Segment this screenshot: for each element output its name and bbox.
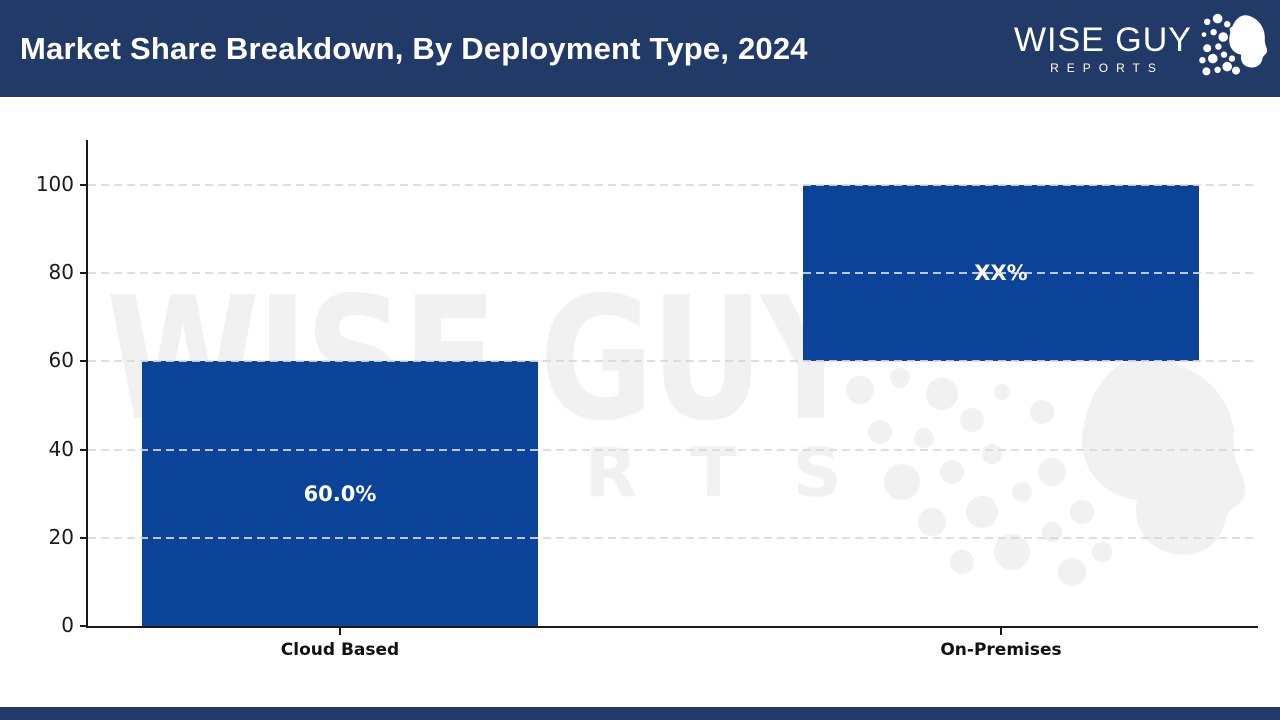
brand-logo: WISE GUY REPORTS xyxy=(1014,0,1268,97)
x-axis-spine xyxy=(86,626,1258,628)
y-tick-mark xyxy=(80,184,88,186)
y-axis-spine xyxy=(86,140,88,628)
x-tick-mark xyxy=(339,628,341,635)
gridline-60 xyxy=(88,360,1258,363)
bar-cloud-based: 60.0% xyxy=(142,361,538,626)
footer-bar xyxy=(0,707,1280,720)
gridline-100 xyxy=(88,184,1258,186)
watermark-face-icon xyxy=(846,357,1246,586)
gridline-40 xyxy=(88,448,1258,451)
y-tick-label: 40 xyxy=(48,436,74,461)
page-title: Market Share Breakdown, By Deployment Ty… xyxy=(20,30,808,66)
logo-wordmark: WISE GUY xyxy=(1013,20,1192,59)
watermark-letters: RTS xyxy=(585,434,898,513)
y-tick-mark xyxy=(80,272,88,275)
gridline-20 xyxy=(88,536,1258,539)
header-bar: Market Share Breakdown, By Deployment Ty… xyxy=(0,0,1280,97)
logo-face-icon xyxy=(1199,13,1268,75)
x-category-label: Cloud Based xyxy=(280,640,400,660)
x-category-label: On-Premises xyxy=(940,640,1062,660)
gridline-80 xyxy=(88,272,1258,275)
bar-value-label: 60.0% xyxy=(303,481,377,506)
y-tick-label: 0 xyxy=(61,613,74,637)
logo-subtext: REPORTS xyxy=(1050,60,1164,75)
y-tick-mark xyxy=(80,448,88,451)
y-tick-label: 100 xyxy=(35,172,74,196)
y-tick-label: 60 xyxy=(48,348,74,373)
y-tick-mark xyxy=(80,625,88,627)
y-tick-mark xyxy=(80,360,88,363)
y-tick-label: 20 xyxy=(48,524,74,549)
y-tick-mark xyxy=(80,536,88,539)
y-tick-label: 80 xyxy=(48,260,74,285)
x-tick-mark xyxy=(1000,628,1002,635)
logo-text: WISE GUY REPORTS xyxy=(1014,23,1192,75)
